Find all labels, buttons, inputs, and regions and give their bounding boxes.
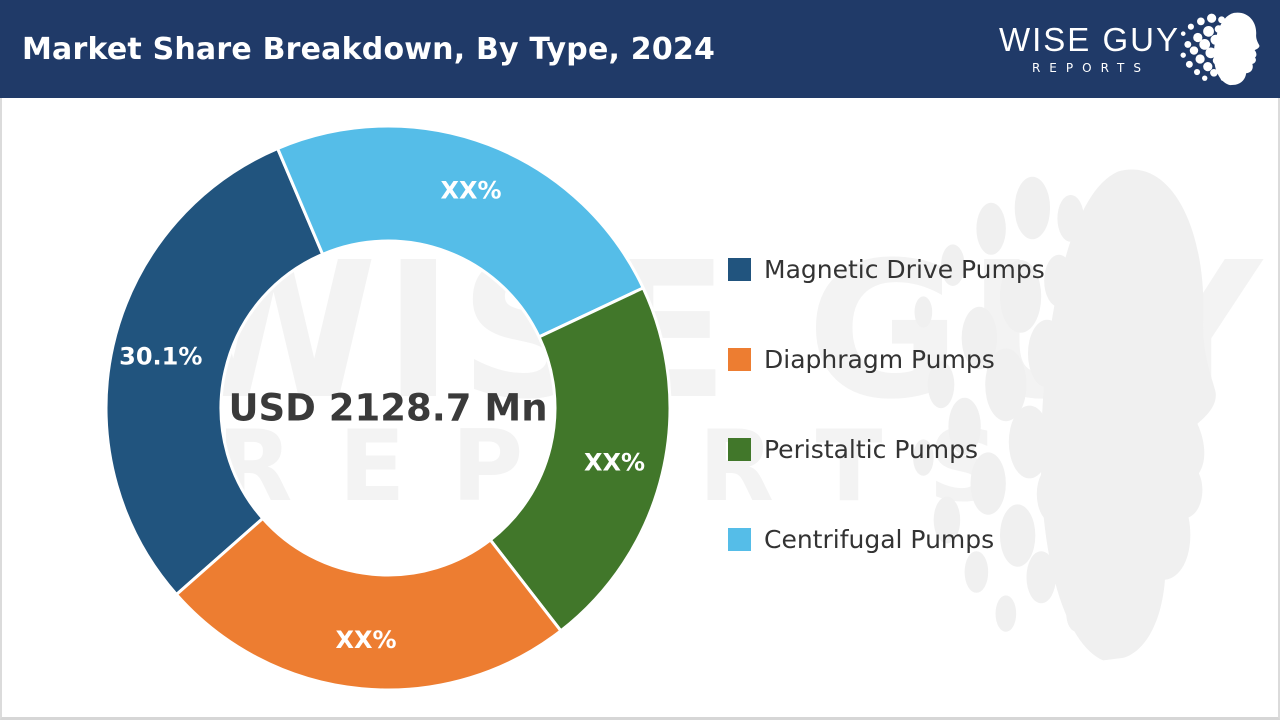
legend-item-diaphragm-pumps: Diaphragm Pumps xyxy=(728,342,1045,376)
donut-center-value: USD 2128.7 Mn xyxy=(228,386,548,430)
legend-item-label: Magnetic Drive Pumps xyxy=(764,254,1045,284)
legend-item-label: Peristaltic Pumps xyxy=(764,434,979,464)
legend-swatch-icon xyxy=(728,347,751,371)
legend-swatch-icon xyxy=(728,257,751,281)
wiseguy-face-icon xyxy=(1174,9,1260,89)
donut-slice-peristaltic-pumps xyxy=(488,286,672,633)
legend-item-magnetic-drive-pumps: Magnetic Drive Pumps xyxy=(728,252,1045,286)
logo-subtitle: REPORTS xyxy=(1031,61,1150,75)
header-bar: Market Share Breakdown, By Type, 2024 WI… xyxy=(0,0,1280,98)
legend: Magnetic Drive Pumps Diaphragm Pumps Per… xyxy=(728,252,1045,556)
donut-slice-diaphragm-pumps xyxy=(174,516,563,692)
donut-slice-magnetic-drive-pumps xyxy=(104,146,325,596)
chart-area: WISE GUY REPORTS 30.1%XX%XX%XX% USD 2128… xyxy=(0,98,1280,720)
slice-percent-label: XX% xyxy=(584,448,645,476)
logo-wordmark: WISE GUY xyxy=(998,21,1180,58)
legend-item-label: Centrifugal Pumps xyxy=(764,524,995,554)
legend-swatch-icon xyxy=(728,437,751,461)
donut-chart: 30.1% XX% XX% XX% xyxy=(104,124,672,692)
legend-item-centrifugal-pumps: Centrifugal Pumps xyxy=(728,522,1045,556)
legend-item-label: Diaphragm Pumps xyxy=(764,344,995,374)
slice-percent-label: XX% xyxy=(441,176,502,204)
page-title: Market Share Breakdown, By Type, 2024 xyxy=(22,31,716,67)
legend-swatch-icon xyxy=(728,527,751,551)
logo-text: WISE GUY REPORTS xyxy=(999,23,1180,75)
slice-percent-label: 30.1% xyxy=(119,342,202,370)
donut-slice-centrifugal-pumps xyxy=(276,124,645,339)
legend-item-peristaltic-pumps: Peristaltic Pumps xyxy=(728,432,1045,466)
slice-percent-label: XX% xyxy=(336,626,397,654)
wiseguy-logo: WISE GUY REPORTS xyxy=(999,9,1260,89)
